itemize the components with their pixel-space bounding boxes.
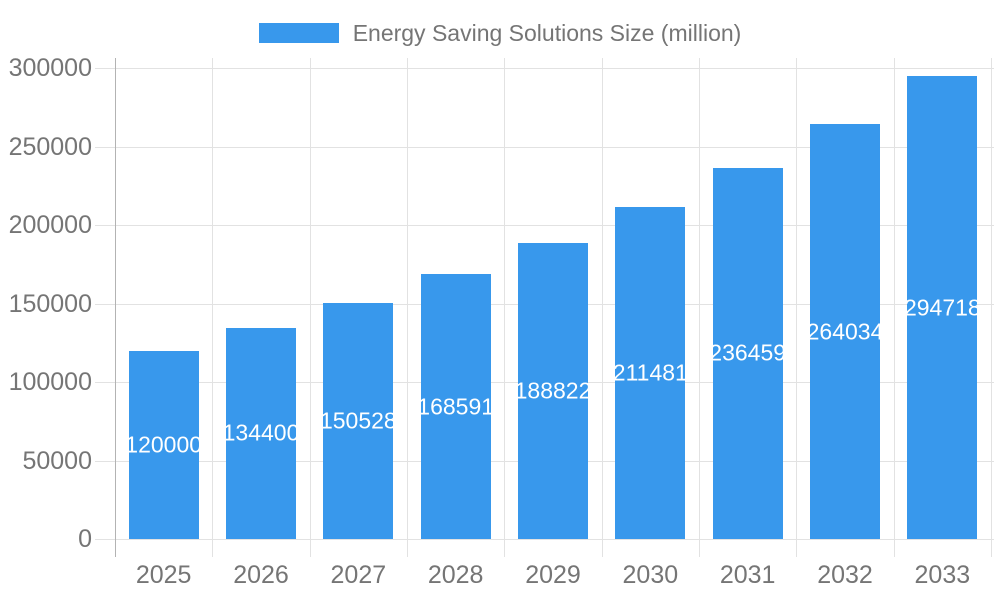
x-axis-tick-label: 2033 <box>914 561 971 589</box>
x-gridline <box>991 58 992 557</box>
bar-2032[interactable]: 264034 <box>810 124 880 539</box>
y-axis-tick-label: 150000 <box>8 289 92 318</box>
y-axis-tick-label: 100000 <box>8 368 92 396</box>
x-axis-tick-label: 2029 <box>525 561 581 589</box>
y-gridline <box>95 146 994 148</box>
y-axis-tick-label: 300000 <box>8 54 92 82</box>
x-axis-tick-label: 2025 <box>135 561 192 589</box>
x-gridline <box>212 58 214 557</box>
legend[interactable]: Energy Saving Solutions Size (million) <box>0 20 1000 46</box>
bar-2027[interactable]: 150528 <box>323 302 394 539</box>
bar-value-label: 150528 <box>323 407 394 434</box>
x-gridline <box>699 58 700 557</box>
y-gridline <box>95 539 994 540</box>
bar-2026[interactable]: 134400 <box>226 327 296 539</box>
x-axis-tick-label: 2031 <box>719 561 776 589</box>
legend-label: Energy Saving Solutions Size (million) <box>352 19 742 46</box>
y-axis-tick-label: 250000 <box>8 132 92 161</box>
bar-2028[interactable]: 168591 <box>420 274 491 539</box>
x-axis-tick-label: 2027 <box>330 561 387 589</box>
x-gridline <box>601 58 603 557</box>
x-gridline <box>309 58 311 557</box>
x-gridline <box>893 58 895 557</box>
x-axis-tick-label: 2026 <box>233 561 289 589</box>
x-axis-tick-label: 2032 <box>817 561 873 589</box>
y-gridline <box>95 68 994 69</box>
x-gridline <box>796 58 798 557</box>
bar-value-label: 188822 <box>518 377 588 404</box>
bar-2031[interactable]: 236459 <box>712 167 783 539</box>
bar-value-label: 211481 <box>615 359 686 386</box>
bar-value-label: 134400 <box>226 419 296 446</box>
y-axis-tick-label: 200000 <box>8 211 92 239</box>
x-gridline <box>504 58 506 557</box>
bar-value-label: 120000 <box>128 431 199 458</box>
bar-value-label: 294718 <box>907 294 978 321</box>
x-gridline <box>407 58 408 557</box>
bar-2033[interactable]: 294718 <box>907 76 978 539</box>
bar-value-label: 236459 <box>712 339 783 366</box>
bar-2025[interactable]: 120000 <box>128 350 199 539</box>
x-axis-tick-label: 2028 <box>427 561 484 589</box>
bar-2030[interactable]: 211481 <box>615 206 686 539</box>
bar-value-label: 264034 <box>810 318 880 345</box>
legend-swatch <box>258 23 339 43</box>
y-axis-tick-label: 50000 <box>22 446 92 475</box>
y-axis-line <box>115 58 116 557</box>
x-axis-tick-label: 2030 <box>622 561 679 589</box>
bar-2029[interactable]: 188822 <box>518 242 588 539</box>
bar-value-label: 168591 <box>420 393 491 420</box>
y-gridline <box>95 225 994 226</box>
y-axis-tick-label: 0 <box>78 525 92 553</box>
